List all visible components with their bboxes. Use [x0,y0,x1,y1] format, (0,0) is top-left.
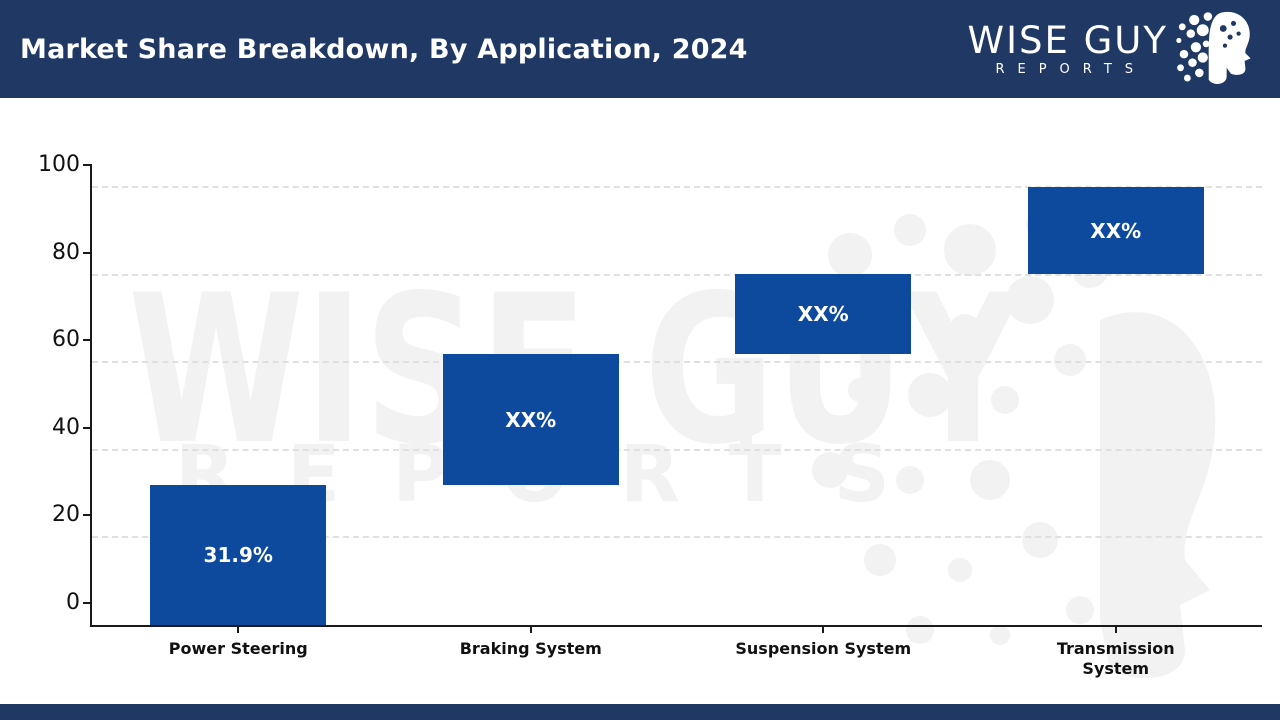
x-axis-label: Transmission System [1056,639,1175,678]
plot-field: 31.9% Power Steering XX% Braking System XX% S… [92,186,1262,678]
y-tick-mark [83,426,92,429]
y-tick-label: 0 [66,590,80,615]
bar-segment: XX% [735,274,912,355]
gridline [92,448,1262,451]
gridline [92,536,1262,539]
logo-wordmark-sub: REPORTS [995,62,1147,77]
y-tick-mark [83,339,92,342]
y-tick-label: 60 [52,327,80,353]
bar-segment: XX% [1027,187,1204,275]
y-tick-label: 100 [38,152,80,177]
chart-title: Market Share Breakdown, By Application, … [20,33,748,65]
x-tick [237,625,240,633]
y-tick-mark [83,602,92,604]
header-bar: Market Share Breakdown, By Application, … [0,0,1280,98]
x-tick [1114,625,1117,633]
x-axis-label: Suspension System [735,639,912,658]
bar-value-label: XX% [505,407,557,432]
logo-face-icon [1176,11,1251,84]
gridline [92,273,1262,276]
logo-wordmark-main: WISE GUY [967,19,1168,62]
gridline [92,186,1262,188]
gridline [92,361,1262,364]
y-tick-mark [83,164,92,166]
x-tick [822,625,825,633]
x-axis-label: Power Steering [168,639,308,658]
y-tick-mark [83,514,92,517]
plot: 31.9% Power Steering XX% Braking System XX% S… [38,152,1262,678]
y-tick-label: 80 [52,239,80,265]
wiseguy-logo: WISE GUY REPORTS [968,8,1256,90]
y-tick-label: 40 [52,414,80,440]
x-axis-label: Braking System [459,639,602,658]
y-tick-mark [83,251,92,254]
bar-segment: 31.9% [150,485,327,625]
footer-bar [0,704,1280,720]
bar-value-label: XX% [1090,218,1142,243]
logo-wordmark: WISE GUY REPORTS [968,22,1168,76]
x-tick [529,625,532,633]
bar-value-label: XX% [797,302,849,327]
y-tick-label: 20 [52,502,80,528]
bar-segment: XX% [442,354,619,486]
bar-value-label: 31.9% [203,543,273,568]
